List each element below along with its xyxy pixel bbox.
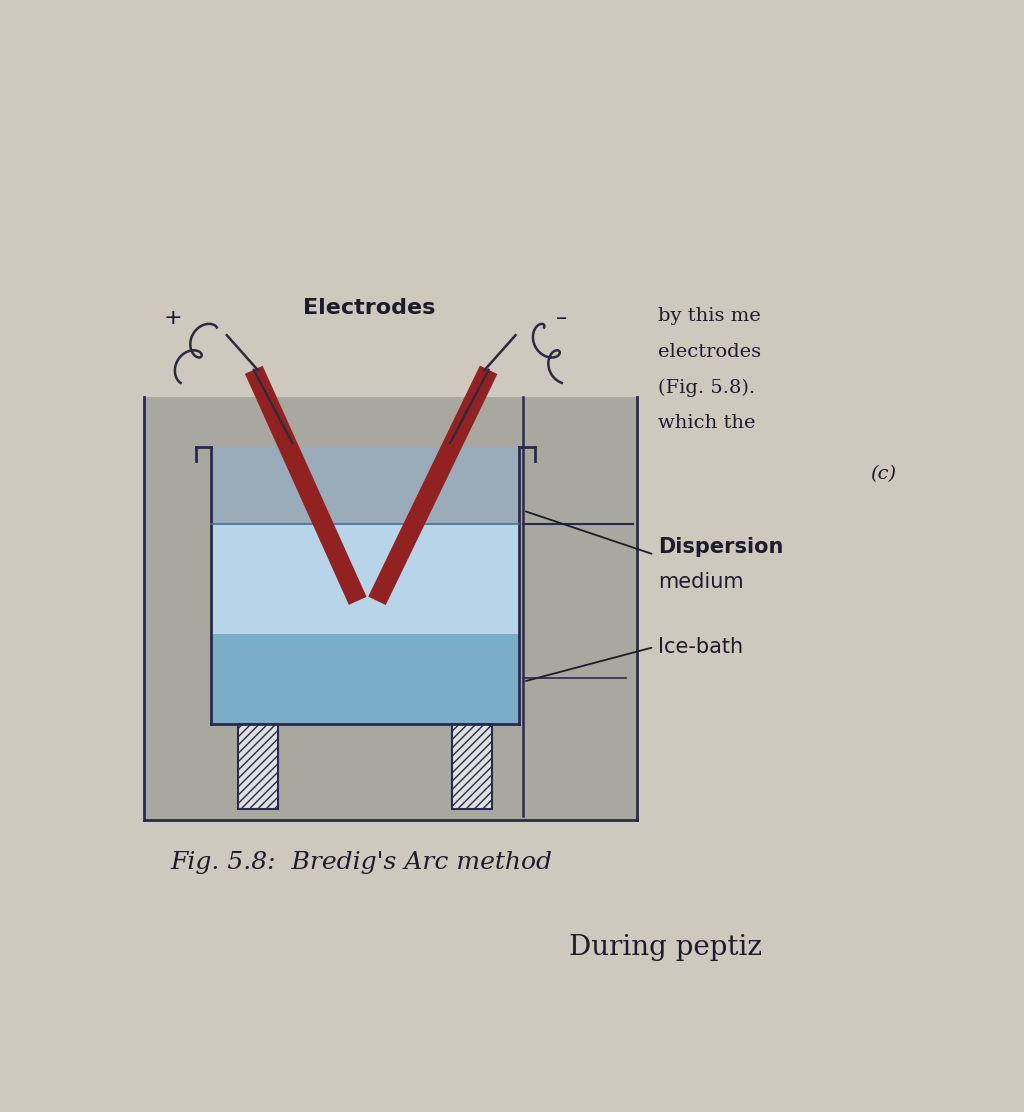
Bar bbox=[239, 724, 279, 808]
Bar bbox=[211, 525, 519, 634]
Text: (c): (c) bbox=[869, 465, 896, 483]
Bar bbox=[453, 724, 493, 808]
Text: Electrodes: Electrodes bbox=[303, 298, 435, 318]
Text: Fig. 5.8:  Bredig's Arc method: Fig. 5.8: Bredig's Arc method bbox=[171, 851, 553, 874]
Text: medium: medium bbox=[658, 572, 743, 592]
Text: (Fig. 5.8).: (Fig. 5.8). bbox=[658, 378, 755, 397]
Text: +: + bbox=[164, 308, 182, 328]
Text: During peptiz: During peptiz bbox=[569, 934, 762, 961]
Text: Ice-bath: Ice-bath bbox=[658, 637, 743, 657]
Bar bbox=[211, 447, 519, 525]
Text: –: – bbox=[556, 308, 567, 328]
Text: electrodes: electrodes bbox=[658, 344, 761, 361]
Text: by this me: by this me bbox=[658, 307, 761, 325]
Text: which the: which the bbox=[658, 414, 756, 431]
Text: Dispersion: Dispersion bbox=[658, 537, 783, 557]
Bar bbox=[211, 634, 519, 724]
Bar bbox=[144, 397, 637, 821]
